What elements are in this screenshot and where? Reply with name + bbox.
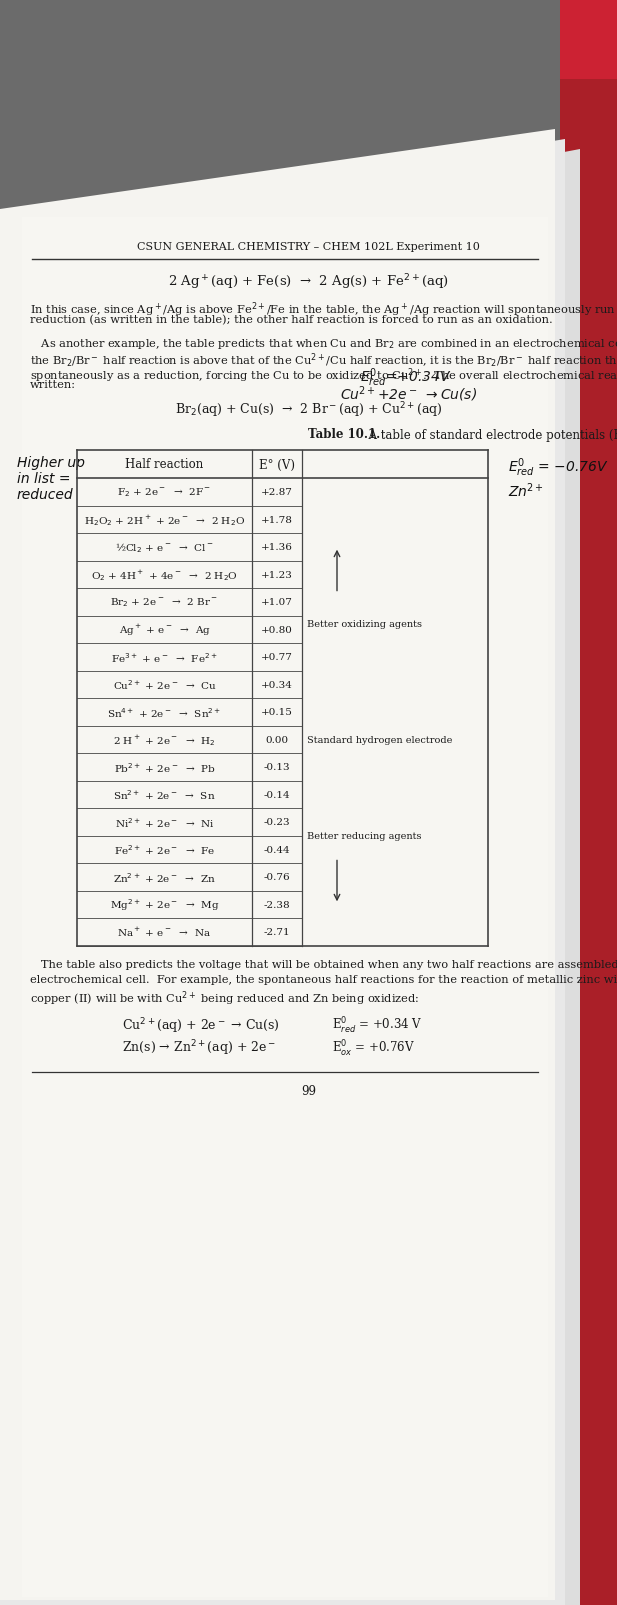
Text: +1.78: +1.78: [261, 515, 293, 525]
Text: spontaneously as a reduction, forcing the Cu to be oxidized to Cu$^{2+}$.  The o: spontaneously as a reduction, forcing th…: [30, 366, 617, 384]
Text: CSUN GENERAL CHEMISTRY – CHEM 102L Experiment 10: CSUN GENERAL CHEMISTRY – CHEM 102L Exper…: [137, 242, 480, 252]
Text: -2.38: -2.38: [263, 900, 291, 908]
Text: ½Cl$_2$ + e$^-$  →  Cl$^-$: ½Cl$_2$ + e$^-$ → Cl$^-$: [115, 541, 214, 554]
Text: Na$^+$ + e$^-$  →  Na: Na$^+$ + e$^-$ → Na: [117, 926, 212, 939]
Text: Table 10.1.: Table 10.1.: [308, 429, 381, 441]
Text: Cu$^{2+}$ + 2e$^-$  →  Cu: Cu$^{2+}$ + 2e$^-$ → Cu: [112, 677, 217, 692]
Text: 2 H$^+$ + 2e$^-$  →  H$_2$: 2 H$^+$ + 2e$^-$ → H$_2$: [114, 732, 216, 748]
Text: +1.23: +1.23: [261, 570, 293, 579]
Text: -2.71: -2.71: [263, 928, 291, 937]
Text: -0.44: -0.44: [263, 846, 291, 854]
Text: Ag$^+$ + e$^-$  →  Ag: Ag$^+$ + e$^-$ → Ag: [118, 623, 210, 637]
Text: Fe$^{3+}$ + e$^-$  →  Fe$^{2+}$: Fe$^{3+}$ + e$^-$ → Fe$^{2+}$: [111, 650, 218, 664]
Text: Br$_2$ + 2e$^-$  →  2 Br$^-$: Br$_2$ + 2e$^-$ → 2 Br$^-$: [110, 595, 218, 608]
Text: -0.13: -0.13: [263, 762, 291, 772]
Bar: [560, 50, 617, 1605]
Polygon shape: [0, 130, 555, 1600]
Text: +1.36: +1.36: [261, 542, 293, 552]
Text: -0.14: -0.14: [263, 790, 291, 799]
Text: Sn$^{4+}$ + 2e$^-$  →  Sn$^{2+}$: Sn$^{4+}$ + 2e$^-$ → Sn$^{2+}$: [107, 706, 222, 719]
Text: written:: written:: [30, 380, 76, 390]
Text: reduction (as written in the table); the other half reaction is forced to run as: reduction (as written in the table); the…: [30, 315, 553, 324]
Text: O$_2$ + 4H$^+$ + 4e$^-$  →  2 H$_2$O: O$_2$ + 4H$^+$ + 4e$^-$ → 2 H$_2$O: [91, 568, 238, 583]
Text: +0.77: +0.77: [261, 653, 293, 661]
Text: Mg$^{2+}$ + 2e$^-$  →  Mg: Mg$^{2+}$ + 2e$^-$ → Mg: [110, 897, 219, 913]
Text: Ni$^{2+}$ + 2e$^-$  →  Ni: Ni$^{2+}$ + 2e$^-$ → Ni: [115, 815, 214, 830]
Text: 2 Ag$^+$(aq) + Fe(s)  →  2 Ag(s) + Fe$^{2+}$(aq): 2 Ag$^+$(aq) + Fe(s) → 2 Ag(s) + Fe$^{2+…: [168, 271, 449, 292]
Bar: [22, 218, 548, 1597]
Text: +0.34: +0.34: [261, 681, 293, 689]
Text: electrochemical cell.  For example, the spontaneous half reactions for the react: electrochemical cell. For example, the s…: [30, 974, 617, 984]
Text: Sn$^{2+}$ + 2e$^-$  →  Sn: Sn$^{2+}$ + 2e$^-$ → Sn: [114, 788, 216, 801]
Text: +0.80: +0.80: [261, 626, 293, 634]
Text: Cu$^{2+}$(aq) + 2e$^-$ → Cu(s): Cu$^{2+}$(aq) + 2e$^-$ → Cu(s): [122, 1016, 280, 1035]
Text: +0.15: +0.15: [261, 708, 293, 717]
Polygon shape: [0, 140, 565, 1605]
Text: -0.76: -0.76: [263, 873, 291, 881]
Text: copper (II) will be with Cu$^{2+}$ being reduced and Zn being oxidized:: copper (II) will be with Cu$^{2+}$ being…: [30, 989, 420, 1008]
Text: -0.23: -0.23: [263, 817, 291, 827]
Text: 0.00: 0.00: [265, 735, 289, 745]
Text: 99: 99: [301, 1085, 316, 1098]
Text: +1.07: +1.07: [261, 599, 293, 607]
Text: +2.87: +2.87: [261, 488, 293, 498]
Text: Standard hydrogen electrode: Standard hydrogen electrode: [307, 735, 452, 745]
Text: F$_2$ + 2e$^-$  →  2F$^-$: F$_2$ + 2e$^-$ → 2F$^-$: [117, 486, 212, 499]
Text: Higher up
in list =
reduced: Higher up in list = reduced: [17, 456, 85, 502]
Text: Pb$^{2+}$ + 2e$^-$  →  Pb: Pb$^{2+}$ + 2e$^-$ → Pb: [114, 761, 215, 774]
Text: Zn(s) → Zn$^{2+}$(aq) + 2e$^-$: Zn(s) → Zn$^{2+}$(aq) + 2e$^-$: [122, 1038, 276, 1058]
Text: Fe$^{2+}$ + 2e$^-$  →  Fe: Fe$^{2+}$ + 2e$^-$ → Fe: [114, 843, 215, 857]
Text: The table also predicts the voltage that will be obtained when any two half reac: The table also predicts the voltage that…: [30, 960, 617, 969]
Text: Cu$^{2+}$+2e$^-$ $\rightarrow$Cu(s): Cu$^{2+}$+2e$^-$ $\rightarrow$Cu(s): [340, 384, 477, 404]
Bar: [560, 0, 617, 80]
Text: E° (V): E° (V): [259, 457, 295, 472]
Text: Better reducing agents: Better reducing agents: [307, 831, 421, 841]
Text: Better oxidizing agents: Better oxidizing agents: [307, 620, 422, 629]
Text: the Br$_2$/Br$^-$ half reaction is above that of the Cu$^{2+}$/Cu half reaction,: the Br$_2$/Br$^-$ half reaction is above…: [30, 351, 617, 369]
Text: In this case, since Ag$^+$/Ag is above Fe$^{2+}$/Fe in the table, the Ag$^+$/Ag : In this case, since Ag$^+$/Ag is above F…: [30, 300, 617, 318]
Text: Half reaction: Half reaction: [125, 457, 204, 472]
Text: Br$_2$(aq) + Cu(s)  →  2 Br$^-$(aq) + Cu$^{2+}$(aq): Br$_2$(aq) + Cu(s) → 2 Br$^-$(aq) + Cu$^…: [175, 400, 442, 419]
Text: E$^0_{ox}$ = +0.76V: E$^0_{ox}$ = +0.76V: [332, 1038, 415, 1058]
Text: $E^0_{red}$ = $-$0.76V
Zn$^{2+}$: $E^0_{red}$ = $-$0.76V Zn$^{2+}$: [508, 456, 608, 501]
Text: $E^0_{red}$=+0.34V: $E^0_{red}$=+0.34V: [360, 366, 452, 388]
Text: H$_2$O$_2$ + 2H$^+$ + 2e$^-$  →  2 H$_2$O: H$_2$O$_2$ + 2H$^+$ + 2e$^-$ → 2 H$_2$O: [84, 512, 245, 528]
Text: E$^0_{red}$ = +0.34 V: E$^0_{red}$ = +0.34 V: [332, 1016, 423, 1035]
Text: Zn$^{2+}$ + 2e$^-$  →  Zn: Zn$^{2+}$ + 2e$^-$ → Zn: [113, 870, 216, 884]
Text: As another example, the table predicts that when Cu and Br$_2$ are combined in a: As another example, the table predicts t…: [30, 337, 617, 351]
Polygon shape: [0, 149, 580, 1605]
Text: A table of standard electrode potentials (E°) for various half reactions.: A table of standard electrode potentials…: [362, 429, 617, 441]
